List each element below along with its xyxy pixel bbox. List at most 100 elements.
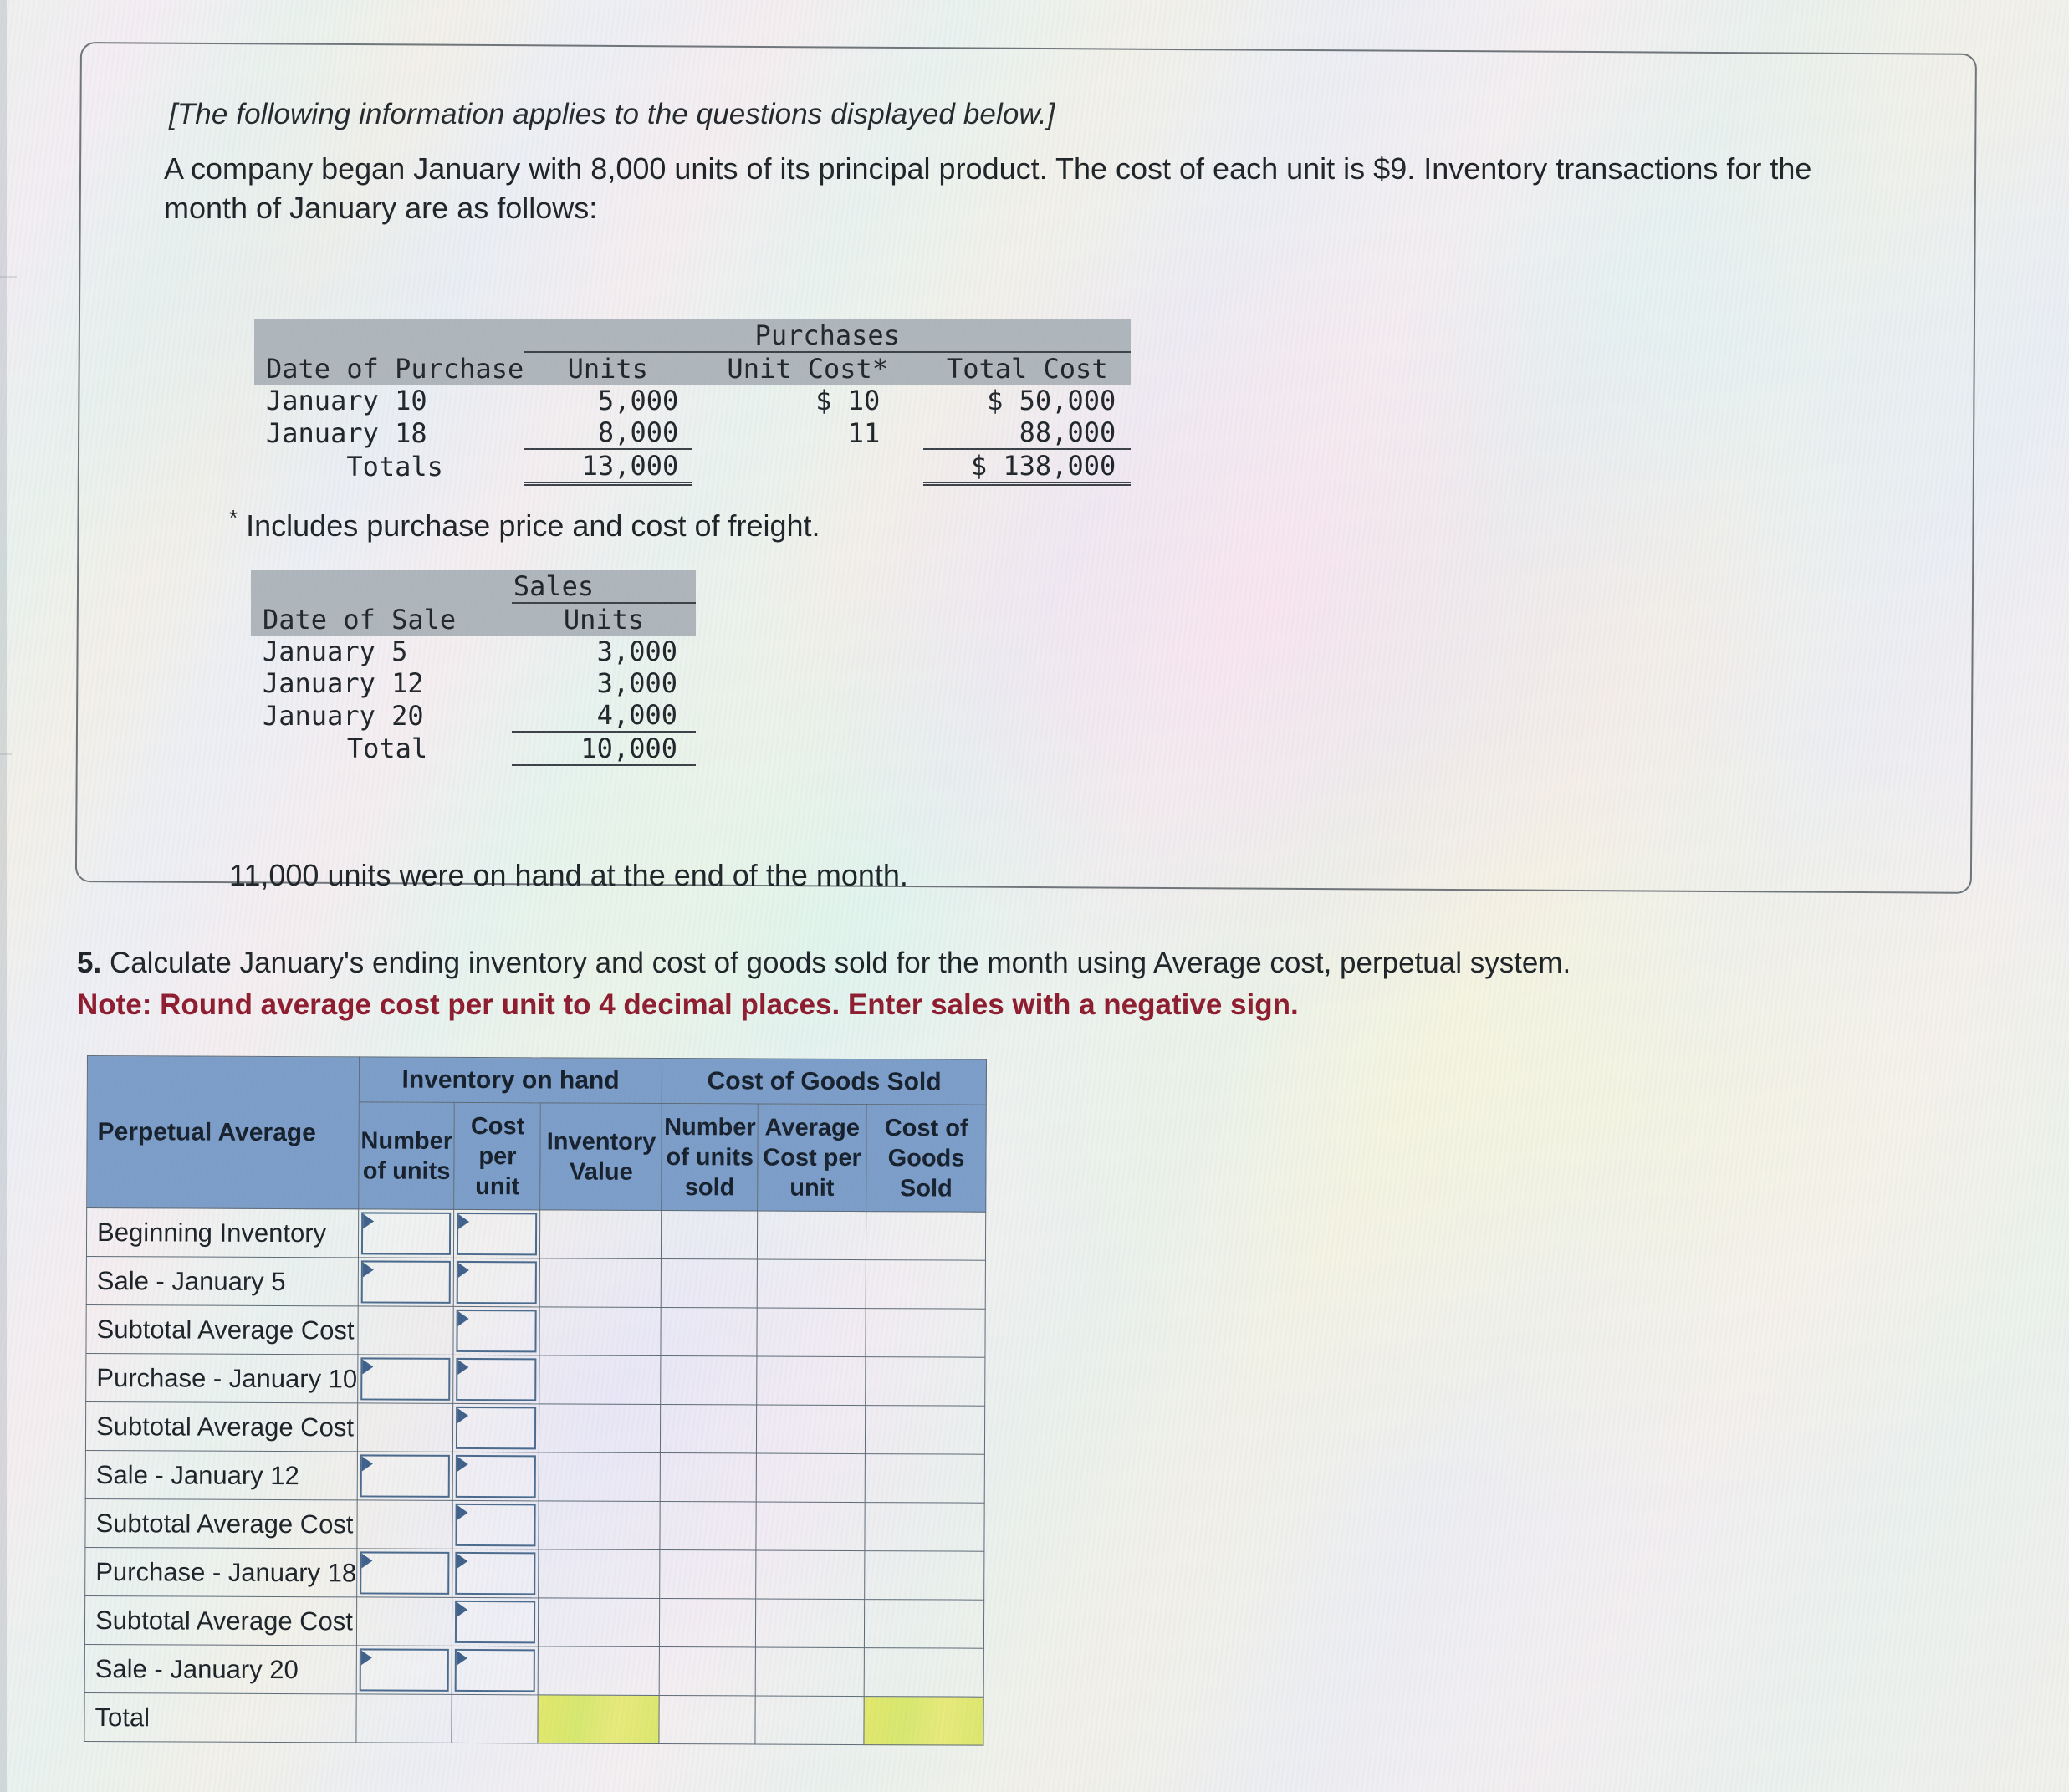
answer-cell-cost-of-goods-sold[interactable] <box>865 1405 985 1455</box>
answer-table-row: Sale - January 5 <box>86 1256 986 1310</box>
answer-cell-inventory-value[interactable] <box>538 1646 660 1696</box>
answer-cell-average-cost-per-unit[interactable] <box>756 1355 866 1406</box>
answer-cell-number-of-units-sold[interactable] <box>661 1258 758 1308</box>
answer-cell-average-cost-per-unit[interactable] <box>755 1549 865 1600</box>
answer-cell-cost-of-goods-sold[interactable] <box>866 1259 986 1310</box>
answer-cell-cost-per-unit[interactable] <box>453 1306 540 1355</box>
answer-cell-number-of-units[interactable] <box>357 1354 454 1404</box>
answer-cell-number-of-units-sold[interactable] <box>661 1210 758 1259</box>
answer-cell-average-cost-per-unit[interactable] <box>757 1258 866 1309</box>
answer-cell-number-of-units[interactable] <box>357 1402 454 1452</box>
answer-cell-cost-per-unit[interactable] <box>452 1646 539 1695</box>
dropdown-triangle-icon[interactable] <box>457 1650 468 1666</box>
answer-cell-inventory-value[interactable] <box>539 1258 662 1308</box>
answer-cell-cost-per-unit[interactable] <box>453 1258 540 1307</box>
answer-cell-cost-per-unit[interactable] <box>452 1452 539 1501</box>
answer-cell-cost-per-unit[interactable] <box>453 1209 541 1258</box>
cell-input-box[interactable] <box>360 1260 452 1304</box>
answer-table-body[interactable]: Beginning Inventory Sale - January 5 Subto… <box>84 1207 986 1746</box>
answer-cell-cost-of-goods-sold[interactable] <box>865 1356 985 1407</box>
answer-cell-inventory-value[interactable] <box>539 1452 661 1502</box>
answer-cell-inventory-value[interactable] <box>539 1355 662 1405</box>
dropdown-triangle-icon[interactable] <box>457 1601 468 1617</box>
dropdown-triangle-icon[interactable] <box>457 1504 469 1520</box>
dropdown-triangle-icon[interactable] <box>362 1359 374 1375</box>
cell-input-box[interactable] <box>360 1551 450 1595</box>
perpetual-average-answer-table[interactable]: Perpetual Average Inventory on hand Cost… <box>84 1055 987 1746</box>
dropdown-triangle-icon[interactable] <box>457 1407 469 1423</box>
cell-input-box[interactable] <box>360 1212 452 1255</box>
answer-cell-number-of-units[interactable] <box>357 1451 453 1501</box>
answer-table-row: Subtotal Average Cost <box>85 1304 986 1358</box>
purchases-row-unitcost: 11 <box>847 416 881 449</box>
answer-cell-average-cost-per-unit[interactable] <box>755 1598 865 1648</box>
dropdown-triangle-icon[interactable] <box>360 1650 372 1666</box>
dropdown-triangle-icon[interactable] <box>458 1213 470 1229</box>
dropdown-triangle-icon[interactable] <box>457 1456 469 1472</box>
answer-cell-inventory-value[interactable] <box>539 1403 662 1453</box>
answer-cell-average-cost-per-unit[interactable] <box>755 1646 865 1697</box>
answer-cell-cost-of-goods-sold[interactable] <box>866 1211 986 1261</box>
answer-cell-inventory-value[interactable] <box>539 1209 662 1259</box>
answer-cell-average-cost-per-unit[interactable] <box>756 1404 866 1454</box>
answer-cell-cost-of-goods-sold[interactable] <box>863 1696 984 1746</box>
answer-cell-average-cost-per-unit[interactable] <box>757 1211 866 1260</box>
answer-cell-cost-per-unit[interactable] <box>452 1500 539 1549</box>
purchases-group-header-row: Date of Purchase Purchases <box>254 319 1132 385</box>
answer-cell-number-of-units-sold[interactable] <box>659 1646 756 1696</box>
answer-cell-number-of-units[interactable] <box>358 1257 454 1307</box>
cell-input-box[interactable] <box>360 1357 451 1401</box>
answer-cell-number-of-units-sold[interactable] <box>660 1452 757 1502</box>
answer-col-cost-of-goods-sold-line2: Goods Sold <box>887 1144 965 1202</box>
answer-cell-average-cost-per-unit[interactable] <box>756 1452 866 1503</box>
answer-cell-inventory-value[interactable] <box>539 1306 662 1356</box>
answer-cell-number-of-units[interactable] <box>355 1693 452 1743</box>
answer-cell-number-of-units-sold[interactable] <box>661 1355 757 1405</box>
dropdown-triangle-icon[interactable] <box>458 1310 470 1326</box>
answer-cell-number-of-units[interactable] <box>358 1208 455 1258</box>
dropdown-triangle-icon[interactable] <box>457 1553 468 1569</box>
footnote-text: Includes purchase price and cost of frei… <box>246 508 820 543</box>
answer-cell-cost-of-goods-sold[interactable] <box>864 1502 985 1552</box>
answer-cell-cost-per-unit[interactable] <box>452 1549 539 1598</box>
answer-cell-number-of-units-sold[interactable] <box>659 1695 756 1744</box>
answer-cell-cost-per-unit[interactable] <box>452 1403 540 1452</box>
dropdown-triangle-icon[interactable] <box>458 1262 470 1278</box>
answer-cell-cost-of-goods-sold[interactable] <box>864 1647 984 1698</box>
dropdown-triangle-icon[interactable] <box>361 1456 373 1472</box>
answer-cell-average-cost-per-unit[interactable] <box>756 1307 866 1357</box>
answer-cell-number-of-units[interactable] <box>357 1305 454 1355</box>
dropdown-triangle-icon[interactable] <box>363 1213 375 1229</box>
answer-cell-number-of-units[interactable] <box>356 1548 453 1598</box>
answer-cell-number-of-units-sold[interactable] <box>661 1307 758 1356</box>
answer-cell-cost-of-goods-sold[interactable] <box>865 1453 985 1504</box>
answer-cell-average-cost-per-unit[interactable] <box>754 1695 865 1745</box>
answer-cell-number-of-units-sold[interactable] <box>659 1598 756 1647</box>
dropdown-triangle-icon[interactable] <box>362 1262 374 1278</box>
cell-input-box[interactable] <box>359 1648 450 1692</box>
answer-cell-number-of-units-sold[interactable] <box>660 1501 757 1550</box>
answer-cell-number-of-units[interactable] <box>356 1645 452 1695</box>
sales-col-units: Units <box>512 603 696 636</box>
answer-col-inventory-value-line2: Value <box>569 1158 633 1186</box>
answer-cell-inventory-value[interactable] <box>539 1500 661 1550</box>
units-on-hand-note: 11,000 units were on hand at the end of … <box>229 858 908 892</box>
answer-cell-inventory-value[interactable] <box>538 1694 660 1744</box>
answer-cell-average-cost-per-unit[interactable] <box>755 1501 866 1551</box>
answer-cell-number-of-units-sold[interactable] <box>660 1404 757 1453</box>
answer-col-average-cost-per-unit: Average Cost per unit <box>757 1104 867 1212</box>
dropdown-triangle-icon[interactable] <box>361 1553 373 1569</box>
cell-input-box[interactable] <box>360 1454 451 1498</box>
answer-cell-cost-of-goods-sold[interactable] <box>865 1308 986 1358</box>
answer-cell-inventory-value[interactable] <box>538 1597 661 1647</box>
answer-cell-cost-of-goods-sold[interactable] <box>864 1550 984 1601</box>
answer-cell-number-of-units-sold[interactable] <box>660 1549 756 1599</box>
answer-cell-number-of-units[interactable] <box>356 1499 453 1549</box>
answer-cell-cost-per-unit[interactable] <box>452 1597 539 1646</box>
answer-cell-cost-of-goods-sold[interactable] <box>864 1599 984 1649</box>
answer-cell-number-of-units[interactable] <box>356 1596 453 1646</box>
answer-cell-cost-per-unit[interactable] <box>453 1355 540 1404</box>
answer-cell-cost-per-unit[interactable] <box>452 1694 539 1743</box>
answer-cell-inventory-value[interactable] <box>539 1549 661 1599</box>
dropdown-triangle-icon[interactable] <box>457 1359 469 1375</box>
